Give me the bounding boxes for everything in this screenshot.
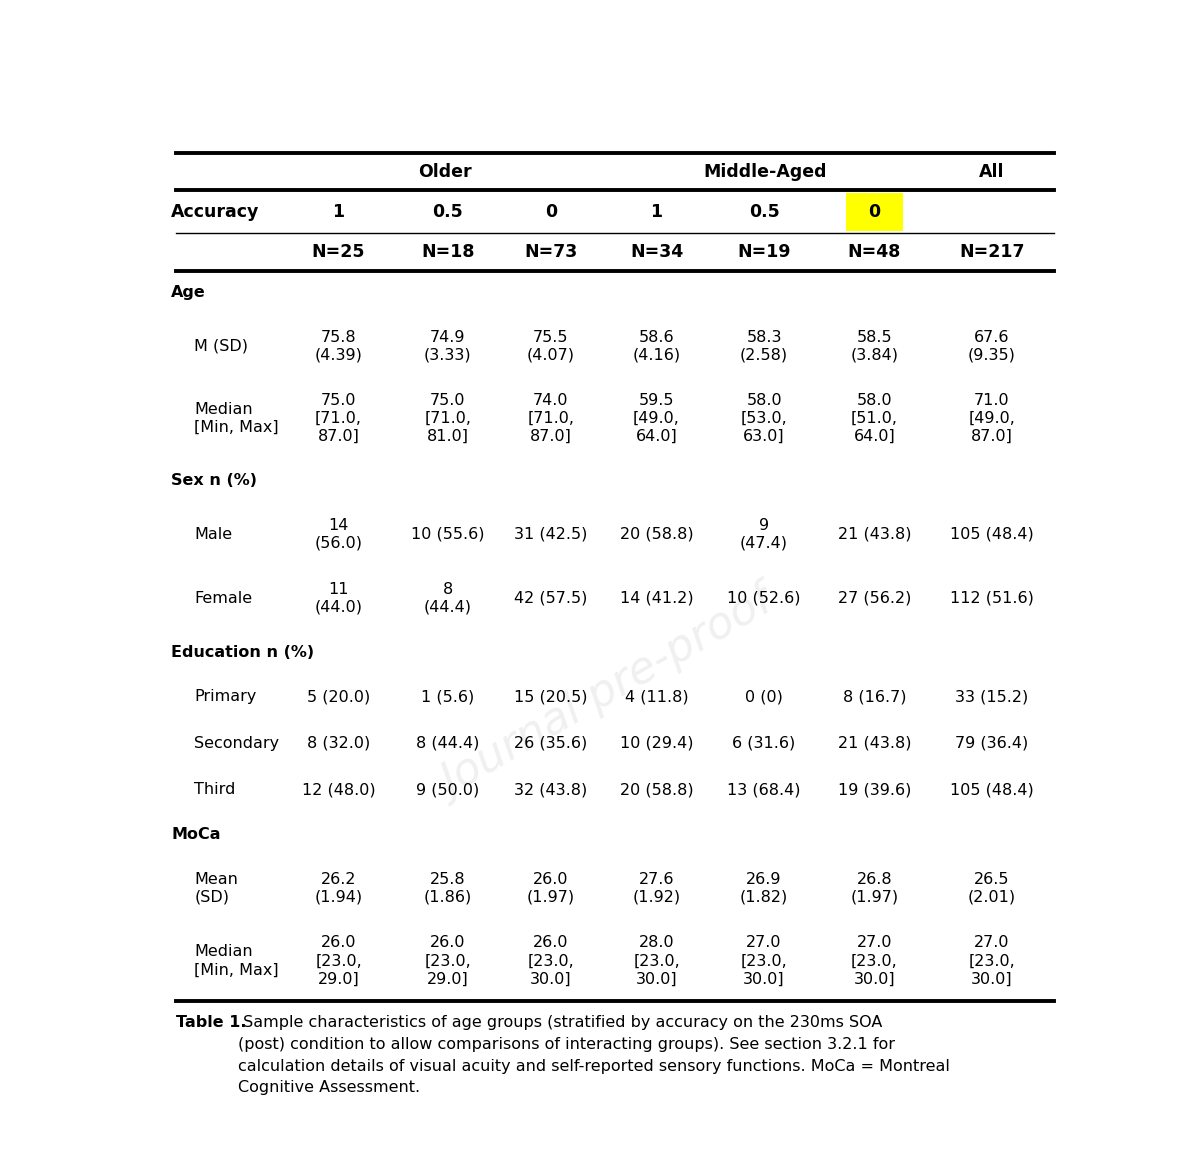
Text: N=73: N=73 [524, 243, 578, 261]
Text: Male: Male [195, 526, 232, 541]
Text: 21 (43.8): 21 (43.8) [837, 736, 911, 751]
Text: 0: 0 [868, 203, 880, 221]
Text: Primary: Primary [195, 689, 256, 704]
Text: 27.0
[23.0,
30.0]: 27.0 [23.0, 30.0] [852, 935, 898, 987]
Text: N=19: N=19 [738, 243, 791, 261]
Text: Middle-Aged: Middle-Aged [703, 163, 827, 180]
Text: 74.9
(3.33): 74.9 (3.33) [425, 330, 472, 363]
Text: 58.0
[51.0,
64.0]: 58.0 [51.0, 64.0] [850, 393, 898, 444]
Text: Secondary: Secondary [195, 736, 280, 751]
Text: 4 (11.8): 4 (11.8) [625, 689, 688, 704]
Text: Education n (%): Education n (%) [171, 645, 314, 660]
Text: 8 (16.7): 8 (16.7) [842, 689, 906, 704]
Text: N=25: N=25 [312, 243, 365, 261]
Text: 8 (44.4): 8 (44.4) [416, 736, 479, 751]
Text: Age: Age [171, 285, 206, 300]
Text: 27.6
(1.92): 27.6 (1.92) [632, 872, 681, 905]
Text: 20 (58.8): 20 (58.8) [620, 526, 694, 541]
Text: 26.0
[23.0,
30.0]: 26.0 [23.0, 30.0] [528, 935, 574, 987]
Text: 33 (15.2): 33 (15.2) [956, 689, 1028, 704]
Text: 42 (57.5): 42 (57.5) [515, 591, 587, 605]
Text: 26.9
(1.82): 26.9 (1.82) [740, 872, 789, 905]
Text: Third: Third [195, 782, 236, 797]
Text: 79 (36.4): 79 (36.4) [956, 736, 1028, 751]
Text: 13 (68.4): 13 (68.4) [727, 782, 801, 797]
Text: 10 (55.6): 10 (55.6) [412, 526, 485, 541]
Text: 8 (32.0): 8 (32.0) [307, 736, 370, 751]
Text: 14 (41.2): 14 (41.2) [620, 591, 694, 605]
Text: 71.0
[49.0,
87.0]: 71.0 [49.0, 87.0] [969, 393, 1015, 444]
Text: 59.5
[49.0,
64.0]: 59.5 [49.0, 64.0] [633, 393, 680, 444]
Text: 10 (29.4): 10 (29.4) [620, 736, 694, 751]
Text: 32 (43.8): 32 (43.8) [515, 782, 587, 797]
Text: All: All [980, 163, 1005, 180]
Text: 112 (51.6): 112 (51.6) [950, 591, 1034, 605]
Text: 75.0
[71.0,
81.0]: 75.0 [71.0, 81.0] [425, 393, 471, 444]
Text: 26.8
(1.97): 26.8 (1.97) [850, 872, 899, 905]
Text: 26 (35.6): 26 (35.6) [515, 736, 587, 751]
Text: 67.6
(9.35): 67.6 (9.35) [968, 330, 1016, 363]
Text: Median
[Min, Max]: Median [Min, Max] [195, 945, 279, 977]
Text: 26.5
(2.01): 26.5 (2.01) [968, 872, 1016, 905]
Text: Table 1.: Table 1. [176, 1016, 247, 1031]
Text: 0.5: 0.5 [433, 203, 464, 221]
Text: 12 (48.0): 12 (48.0) [301, 782, 375, 797]
Text: 1 (5.6): 1 (5.6) [421, 689, 474, 704]
Text: 6 (31.6): 6 (31.6) [733, 736, 796, 751]
Text: 25.8
(1.86): 25.8 (1.86) [423, 872, 472, 905]
Text: 1: 1 [650, 203, 663, 221]
Text: 58.5
(3.84): 58.5 (3.84) [850, 330, 898, 363]
Text: 75.0
[71.0,
87.0]: 75.0 [71.0, 87.0] [315, 393, 362, 444]
Text: Mean
(SD): Mean (SD) [195, 872, 238, 905]
Text: 58.6
(4.16): 58.6 (4.16) [632, 330, 681, 363]
Text: 9
(47.4): 9 (47.4) [740, 517, 788, 551]
Text: 75.5
(4.07): 75.5 (4.07) [527, 330, 575, 363]
Text: 0.5: 0.5 [748, 203, 779, 221]
Text: 9 (50.0): 9 (50.0) [416, 782, 479, 797]
Text: 0 (0): 0 (0) [745, 689, 783, 704]
Text: N=217: N=217 [959, 243, 1025, 261]
Text: 26.0
[23.0,
29.0]: 26.0 [23.0, 29.0] [315, 935, 362, 987]
Text: 20 (58.8): 20 (58.8) [620, 782, 694, 797]
Text: N=48: N=48 [848, 243, 901, 261]
Text: 105 (48.4): 105 (48.4) [950, 526, 1034, 541]
Text: 19 (39.6): 19 (39.6) [837, 782, 911, 797]
Text: M (SD): M (SD) [195, 338, 248, 353]
Text: 27 (56.2): 27 (56.2) [837, 591, 911, 605]
Text: 8
(44.4): 8 (44.4) [423, 582, 472, 615]
Text: 21 (43.8): 21 (43.8) [837, 526, 911, 541]
Text: 58.0
[53.0,
63.0]: 58.0 [53.0, 63.0] [741, 393, 788, 444]
Text: Sex n (%): Sex n (%) [171, 473, 257, 488]
Text: N=34: N=34 [630, 243, 683, 261]
Text: Older: Older [417, 163, 472, 180]
Text: 31 (42.5): 31 (42.5) [515, 526, 587, 541]
Text: 58.3
(2.58): 58.3 (2.58) [740, 330, 789, 363]
FancyBboxPatch shape [846, 193, 903, 231]
Text: 26.2
(1.94): 26.2 (1.94) [314, 872, 363, 905]
Text: 1: 1 [332, 203, 345, 221]
Text: 75.8
(4.39): 75.8 (4.39) [314, 330, 363, 363]
Text: Journal pre-proof: Journal pre-proof [434, 582, 782, 806]
Text: 11
(44.0): 11 (44.0) [314, 582, 363, 615]
Text: 105 (48.4): 105 (48.4) [950, 782, 1034, 797]
Text: 27.0
[23.0,
30.0]: 27.0 [23.0, 30.0] [969, 935, 1015, 987]
Text: 15 (20.5): 15 (20.5) [514, 689, 587, 704]
Text: 5 (20.0): 5 (20.0) [307, 689, 370, 704]
Text: 10 (52.6): 10 (52.6) [727, 591, 801, 605]
Text: Sample characteristics of age groups (stratified by accuracy on the 230ms SOA
(p: Sample characteristics of age groups (st… [238, 1016, 950, 1096]
Text: 26.0
(1.97): 26.0 (1.97) [527, 872, 575, 905]
Text: 26.0
[23.0,
29.0]: 26.0 [23.0, 29.0] [425, 935, 471, 987]
Text: Median
[Min, Max]: Median [Min, Max] [195, 402, 279, 435]
Text: 27.0
[23.0,
30.0]: 27.0 [23.0, 30.0] [741, 935, 788, 987]
Text: 28.0
[23.0,
30.0]: 28.0 [23.0, 30.0] [633, 935, 680, 987]
Text: 74.0
[71.0,
87.0]: 74.0 [71.0, 87.0] [528, 393, 574, 444]
Text: N=18: N=18 [421, 243, 474, 261]
Text: 0: 0 [544, 203, 557, 221]
Text: Accuracy: Accuracy [171, 203, 260, 221]
Text: MoCa: MoCa [171, 827, 221, 842]
Text: 14
(56.0): 14 (56.0) [314, 517, 363, 551]
Text: Female: Female [195, 591, 253, 605]
